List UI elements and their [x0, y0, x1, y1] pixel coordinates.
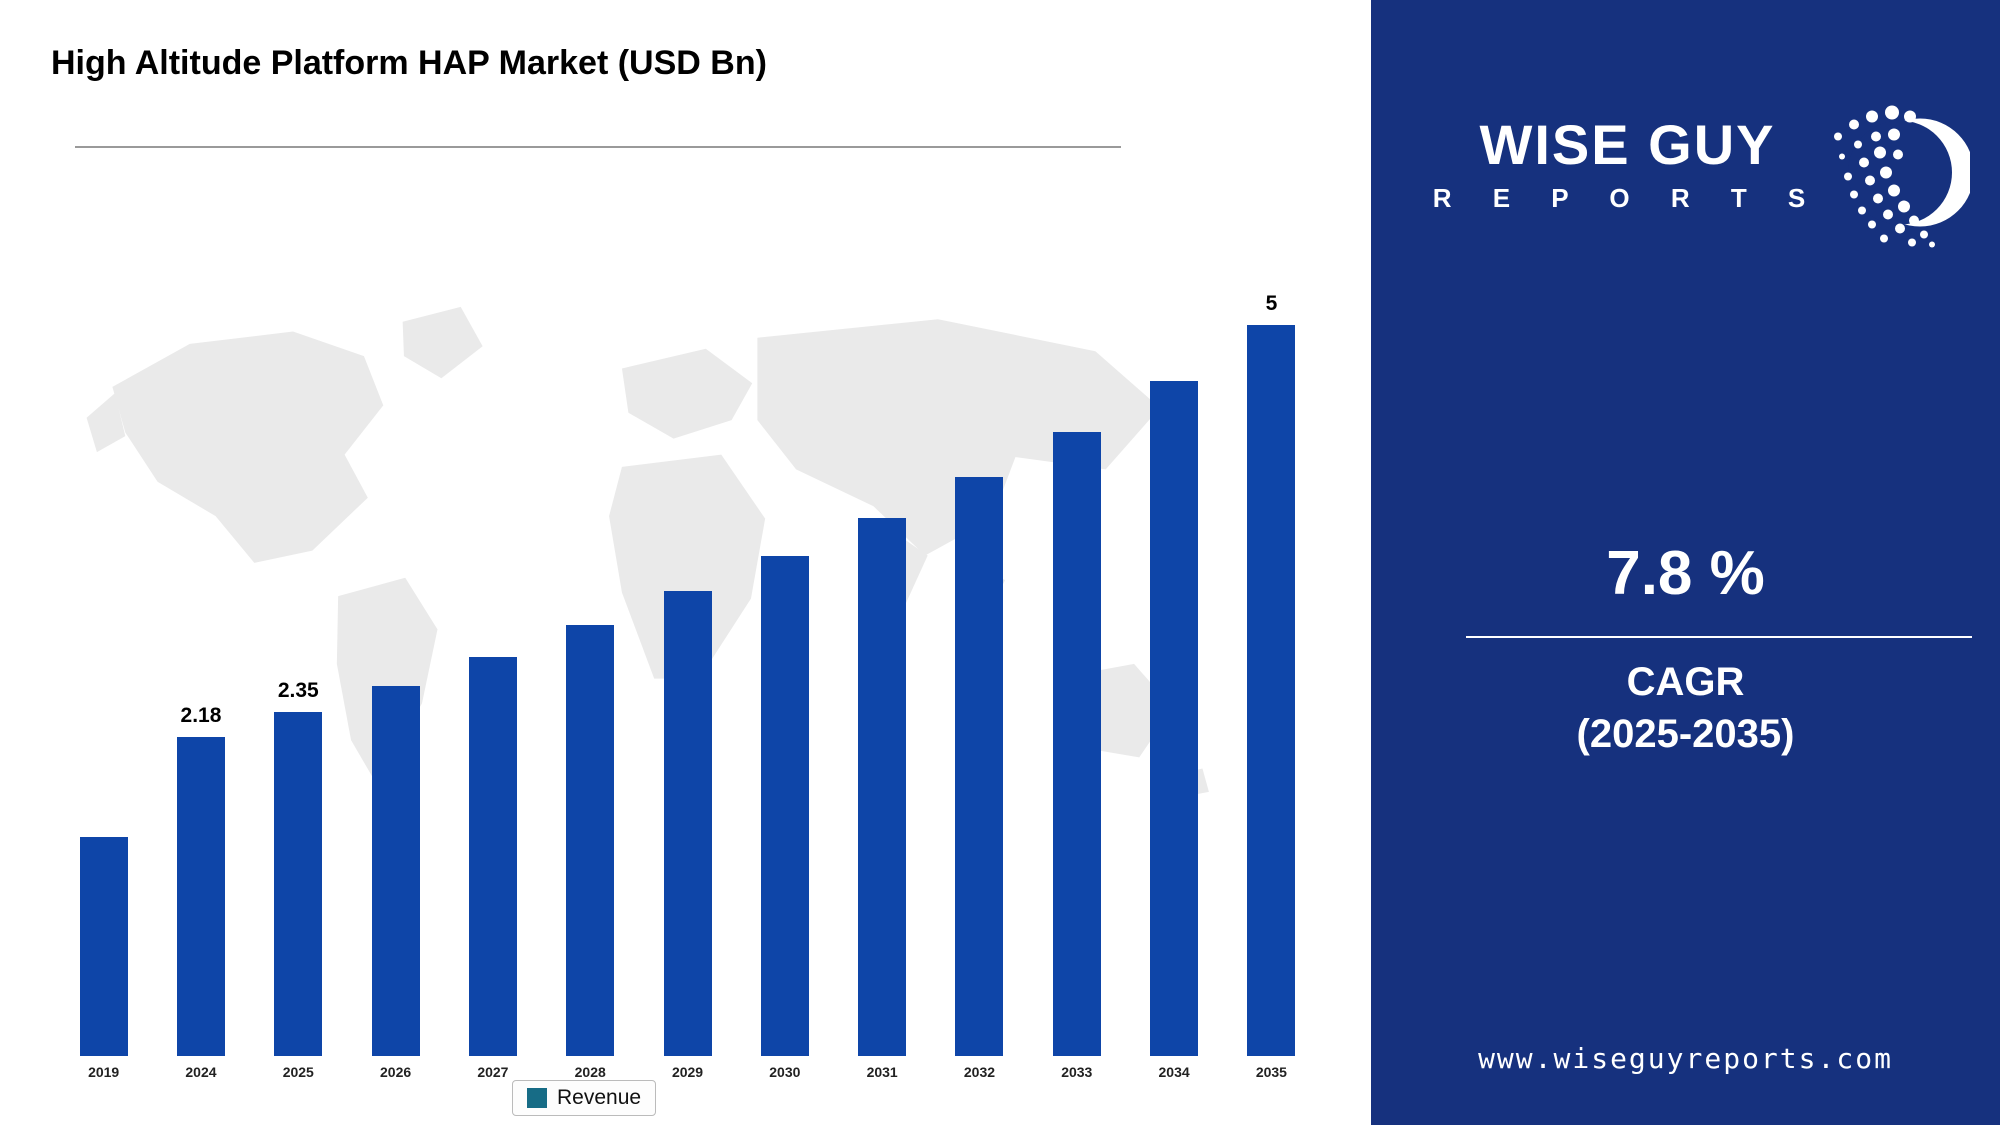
cagr-range: (2025-2035) [1576, 712, 1795, 756]
brand-subtitle: R E P O R T S [1432, 183, 1823, 213]
title-divider [75, 146, 1121, 148]
panel-divider [1466, 636, 1972, 638]
cagr-value: 7.8 % [1606, 539, 1765, 608]
bar-group: 2031 [834, 290, 931, 1082]
revenue-bar[interactable] [79, 836, 128, 1056]
revenue-bar[interactable] [566, 624, 615, 1056]
bar-value-label: 2.35 [277, 679, 319, 703]
bar-group: 2034 [1125, 290, 1222, 1082]
bar-group: 2032 [931, 290, 1028, 1082]
cagr-label: CAGR [1626, 660, 1745, 704]
bar-group: 2.35 2025 [250, 290, 347, 1082]
bar-value-label: 5 [1265, 292, 1278, 315]
x-axis-tick-label: 2031 [866, 1064, 898, 1080]
bar-group: 2028 [542, 290, 639, 1082]
x-axis-tick-label: 2032 [963, 1064, 996, 1080]
revenue-bar[interactable] [663, 591, 712, 1056]
revenue-bar[interactable] [1150, 380, 1199, 1056]
website-url: www.wiseguyreports.com [1478, 1042, 1893, 1075]
x-axis-tick-label: 2019 [88, 1064, 120, 1080]
revenue-bar[interactable] [858, 517, 907, 1056]
bar-group: 2026 [347, 290, 444, 1082]
x-axis-tick-label: 2028 [574, 1064, 606, 1080]
x-axis-tick-label: 2025 [282, 1064, 314, 1080]
bar-value-label: 2.18 [180, 704, 222, 728]
revenue-bar[interactable] [760, 556, 809, 1056]
bar-group: 2029 [639, 290, 736, 1082]
revenue-bar[interactable] [1052, 431, 1101, 1056]
chart-legend[interactable]: Revenue [512, 1080, 657, 1116]
bar-group: 2033 [1028, 290, 1125, 1082]
brand-text: WISE GUY R E P O R T S [1425, 112, 1830, 214]
bar-group: 2030 [736, 290, 833, 1082]
revenue-bar[interactable] [371, 686, 420, 1056]
chart-panel: High Altitude Platform HAP Market (USD B… [51, 44, 1320, 1116]
chart-title: High Altitude Platform HAP Market (USD B… [51, 44, 767, 82]
x-axis-tick-label: 2024 [185, 1064, 217, 1080]
revenue-bar[interactable] [274, 712, 323, 1056]
legend-swatch [527, 1088, 547, 1108]
bar-chart: 2019 2.18 2024 2.35 2025 2026 2027 2028 2029 2030… [55, 290, 1320, 1082]
revenue-bar[interactable] [176, 737, 225, 1056]
bar-group: 5 2035 [1223, 290, 1320, 1082]
bar-group: 2019 [55, 290, 152, 1082]
x-axis-tick-label: 2035 [1255, 1064, 1287, 1080]
side-panel: WISE GUY R E P O R T S 7.8 [1371, 0, 2000, 1125]
x-axis-tick-label: 2027 [477, 1064, 509, 1080]
brand-name: WISE GUY [1479, 113, 1776, 176]
bar-group: 2027 [444, 290, 541, 1082]
x-axis-tick-label: 2034 [1158, 1064, 1190, 1080]
legend-label: Revenue [557, 1086, 642, 1109]
brand-logo: WISE GUY R E P O R T S [1425, 92, 1970, 272]
revenue-bar[interactable] [468, 656, 517, 1056]
x-axis-tick-label: 2030 [769, 1064, 801, 1080]
x-axis-tick-label: 2026 [380, 1064, 412, 1080]
revenue-bar[interactable] [955, 477, 1004, 1056]
brand-head-icon [1834, 105, 1970, 248]
bar-group: 2.18 2024 [152, 290, 249, 1082]
revenue-bar[interactable] [1247, 325, 1296, 1056]
x-axis-tick-label: 2033 [1061, 1064, 1093, 1080]
x-axis-tick-label: 2029 [671, 1064, 704, 1080]
